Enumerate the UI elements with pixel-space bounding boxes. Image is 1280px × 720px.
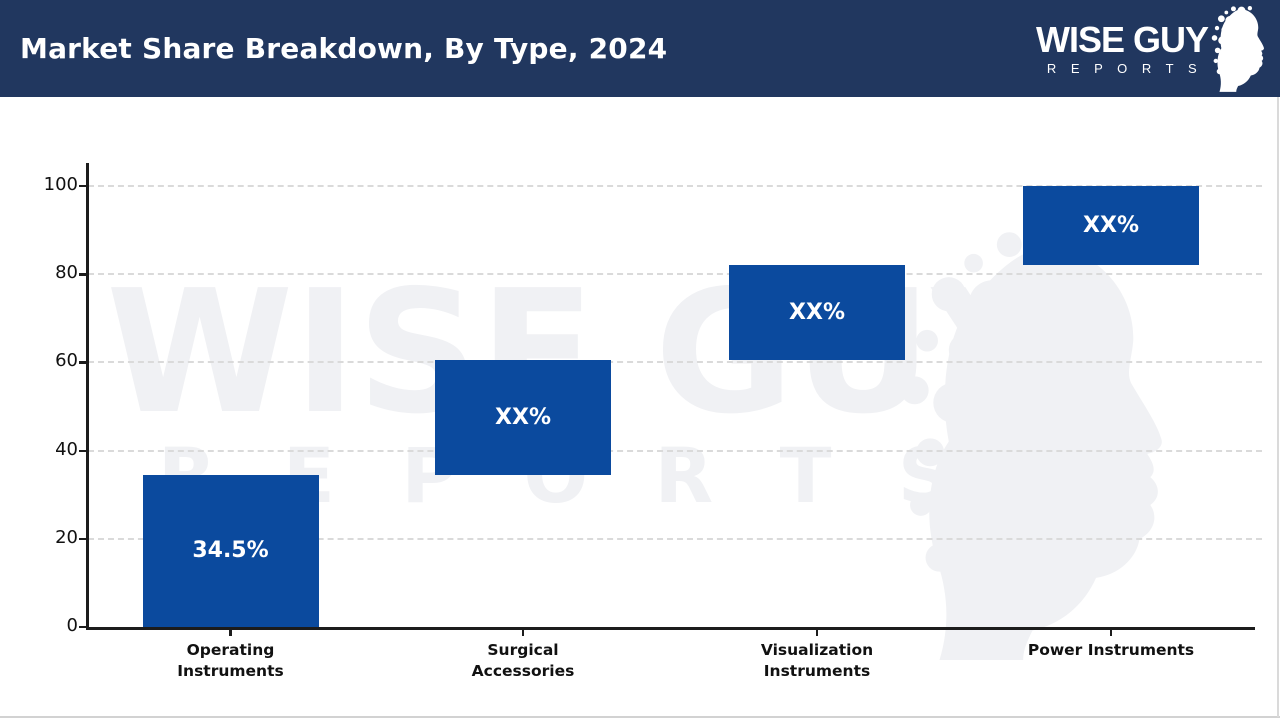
y-tick-label: 80	[55, 262, 78, 284]
y-tick-mark	[79, 185, 87, 188]
y-tick-mark	[79, 537, 87, 541]
x-tick-mark	[229, 629, 232, 636]
y-tick-label: 60	[55, 350, 78, 372]
x-category-label: Operating Instruments	[177, 641, 284, 680]
x-axis-line	[86, 627, 1255, 630]
header-bar: Market Share Breakdown, By Type, 2024 WI…	[0, 0, 1280, 97]
logo-text-block: WISE GUY R E P O R T S	[1035, 18, 1209, 76]
gridline	[88, 449, 1262, 452]
x-tick-mark	[1109, 629, 1113, 636]
y-tick-label: 20	[55, 526, 78, 548]
bottom-border	[0, 716, 1280, 718]
logo-wordmark: WISE GUY	[1035, 18, 1209, 60]
right-border	[1277, 97, 1279, 717]
gridline	[88, 361, 1262, 364]
y-tick-mark	[79, 361, 87, 364]
gridline	[88, 537, 1262, 540]
x-category-label: Visualization Instruments	[760, 641, 874, 680]
bar: XX%	[1023, 186, 1199, 266]
gridline	[88, 185, 1262, 187]
bar: XX%	[729, 265, 905, 361]
y-tick-label: 100	[43, 174, 78, 195]
x-tick-mark	[815, 629, 819, 636]
x-category-label: Power Instruments	[1027, 641, 1195, 659]
y-tick-mark	[79, 273, 87, 276]
dotted-head-icon	[1211, 6, 1264, 92]
bar: 34.5%	[142, 474, 319, 627]
page-title: Market Share Breakdown, By Type, 2024	[20, 32, 668, 65]
gridline	[88, 273, 1262, 276]
y-tick-mark	[79, 449, 87, 452]
x-category-label: Surgical Accessories	[471, 641, 575, 680]
y-tick-mark	[79, 626, 87, 629]
y-axis-line	[86, 163, 89, 629]
x-tick-mark	[521, 629, 525, 636]
logo-tagline: R E P O R T S	[1046, 60, 1203, 76]
wise-guy-logo: WISE GUY R E P O R T S	[1036, 0, 1266, 97]
bar: XX%	[435, 360, 611, 475]
y-tick-label: 40	[55, 438, 78, 460]
y-tick-label: 0	[66, 615, 78, 636]
